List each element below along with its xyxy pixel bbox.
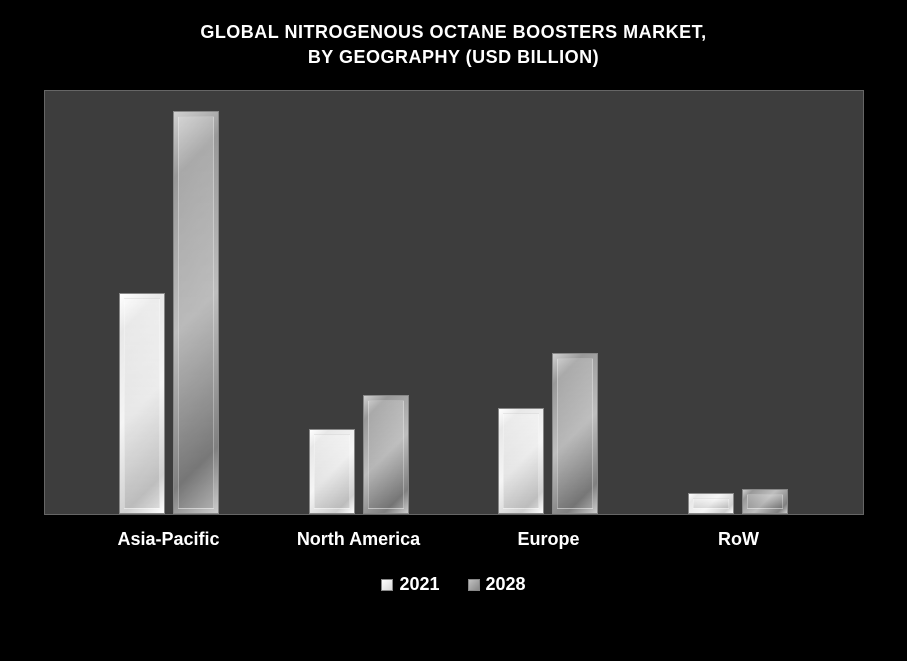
bars-row bbox=[45, 91, 863, 514]
bar-asia-pacific-2021 bbox=[119, 293, 165, 514]
legend-label-2028: 2028 bbox=[486, 574, 526, 595]
bar-row-2028 bbox=[742, 489, 788, 515]
bar-europe-2021 bbox=[498, 408, 544, 514]
x-axis-labels: Asia-Pacific North America Europe RoW bbox=[44, 515, 864, 550]
bar-group-europe bbox=[498, 353, 598, 515]
x-label-asia-pacific: Asia-Pacific bbox=[74, 529, 264, 550]
plot-area bbox=[44, 90, 864, 515]
chart-container: GLOBAL NITROGENOUS OCTANE BOOSTERS MARKE… bbox=[0, 0, 907, 661]
bar-group-north-america bbox=[309, 395, 409, 514]
bar-row-2021 bbox=[688, 493, 734, 514]
bar-europe-2028 bbox=[552, 353, 598, 515]
bar-north-america-2021 bbox=[309, 429, 355, 514]
x-label-europe: Europe bbox=[454, 529, 644, 550]
legend-label-2021: 2021 bbox=[399, 574, 439, 595]
chart-title-line1: GLOBAL NITROGENOUS OCTANE BOOSTERS MARKE… bbox=[200, 20, 706, 45]
x-label-row: RoW bbox=[644, 529, 834, 550]
bar-group-asia-pacific bbox=[119, 111, 219, 515]
legend: 2021 2028 bbox=[381, 574, 525, 595]
legend-item-2028: 2028 bbox=[468, 574, 526, 595]
chart-title-line2: BY GEOGRAPHY (USD BILLION) bbox=[200, 45, 706, 70]
bar-asia-pacific-2028 bbox=[173, 111, 219, 515]
legend-swatch-icon bbox=[468, 579, 480, 591]
chart-title: GLOBAL NITROGENOUS OCTANE BOOSTERS MARKE… bbox=[200, 20, 706, 70]
legend-swatch-icon bbox=[381, 579, 393, 591]
bar-group-row bbox=[688, 489, 788, 515]
x-label-north-america: North America bbox=[264, 529, 454, 550]
bar-north-america-2028 bbox=[363, 395, 409, 514]
legend-item-2021: 2021 bbox=[381, 574, 439, 595]
